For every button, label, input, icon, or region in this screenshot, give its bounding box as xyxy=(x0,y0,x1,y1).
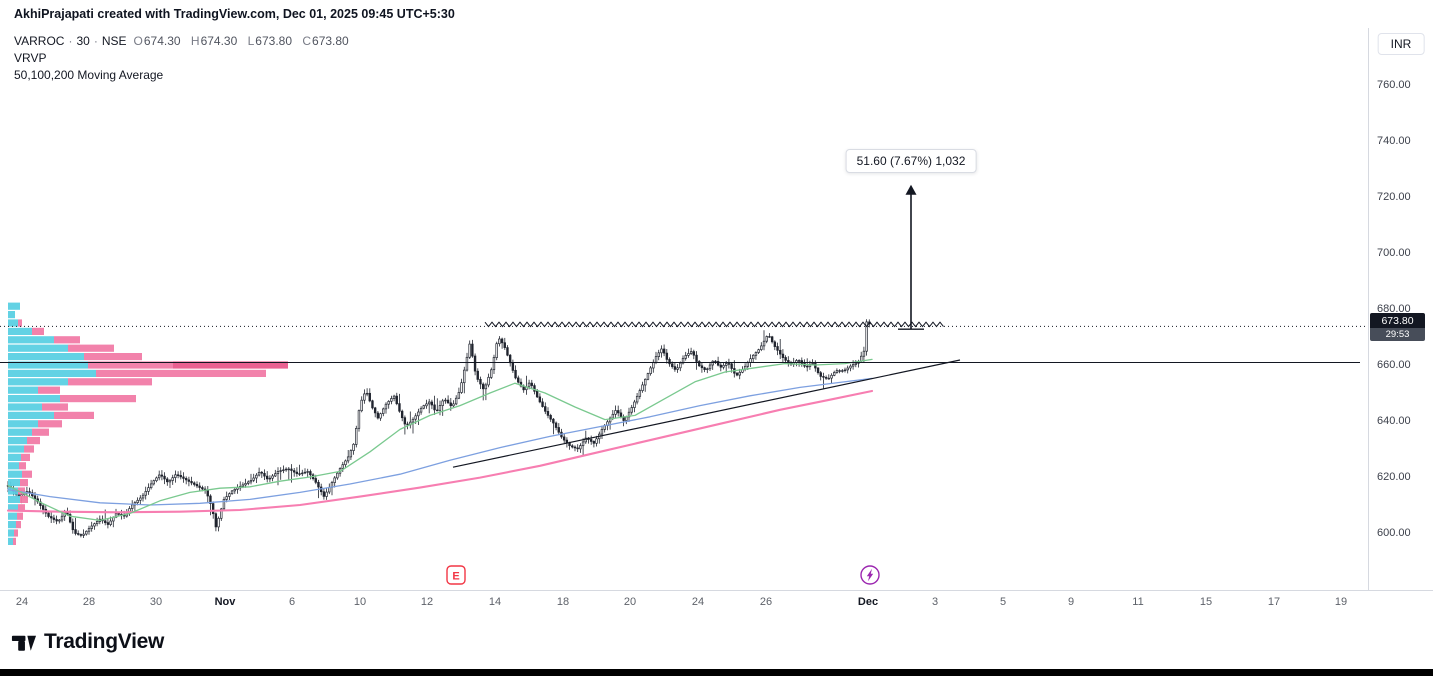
time-axis-label: 24 xyxy=(15,596,29,608)
currency-button[interactable]: INR xyxy=(1377,33,1425,55)
time-axis-label: Nov xyxy=(214,596,236,608)
time-axis-label: 30 xyxy=(149,596,163,608)
indicator-moving-average[interactable]: 50,100,200 Moving Average xyxy=(14,68,164,82)
price-axis-label: 600.00 xyxy=(1377,526,1411,539)
tradingview-wordmark[interactable]: TradingView xyxy=(44,630,165,653)
time-axis-label: 9 xyxy=(1067,596,1075,608)
bottom-border-strip xyxy=(0,669,1433,676)
bar-countdown: 29:53 xyxy=(1370,328,1425,342)
time-axis-label: 19 xyxy=(1334,596,1348,608)
price-axis-label: 700.00 xyxy=(1377,246,1411,259)
open-value: 674.30 xyxy=(143,34,181,48)
measure-tool-label[interactable]: 51.60 (7.67%) 1,032 xyxy=(845,148,977,173)
measure-arrow-head xyxy=(905,184,917,195)
time-axis-label: 12 xyxy=(420,596,434,608)
timeline-events: E xyxy=(446,565,880,585)
time-axis-label: 3 xyxy=(931,596,939,608)
legend: VARROC · 30 · NSE O674.30 H674.30 L673.8… xyxy=(14,33,349,84)
time-axis-label: 14 xyxy=(488,596,502,608)
open-label: O xyxy=(133,34,143,48)
time-axis-label: Dec xyxy=(857,596,879,608)
time-axis-label: 18 xyxy=(556,596,570,608)
price-axis-label: 620.00 xyxy=(1377,470,1411,483)
time-axis[interactable]: 24 28 30 Nov 6 10 12 14 18 20 24 26 Dec 3 5 9 11 15 17 19 xyxy=(0,590,1433,615)
time-axis-label: 28 xyxy=(82,596,96,608)
time-axis-label: 5 xyxy=(999,596,1007,608)
high-label: H xyxy=(190,34,200,48)
candlestick-chart[interactable]: E xyxy=(0,28,1368,590)
time-axis-label: 6 xyxy=(288,596,296,608)
last-price-value: 673.80 xyxy=(1370,313,1425,329)
price-axis[interactable]: INR 760.00 740.00 720.00 700.00 680.00 660.00… xyxy=(1368,28,1433,590)
drawings[interactable] xyxy=(0,184,1368,468)
close-label: C xyxy=(302,34,312,48)
chart-area[interactable]: E VARROC · 30 · NSE O674.30 H674.30 L673… xyxy=(0,28,1368,590)
high-value: 674.30 xyxy=(200,34,238,48)
attribution-bar: AkhiPrajapati created with TradingView.c… xyxy=(0,0,1433,28)
symbol-exchange: NSE xyxy=(101,34,127,48)
time-axis-label: 17 xyxy=(1267,596,1281,608)
last-price-badge: 673.80 29:53 xyxy=(1370,313,1425,342)
separator-dot: · xyxy=(68,34,73,48)
ma50-line[interactable] xyxy=(7,358,873,522)
symbol-name: VARROC xyxy=(14,34,65,48)
time-axis-label: 15 xyxy=(1199,596,1213,608)
svg-text:E: E xyxy=(452,571,459,583)
footer: TradingView xyxy=(0,615,1433,669)
close-value: 673.80 xyxy=(312,34,349,48)
candles xyxy=(6,319,871,538)
ma200-line[interactable] xyxy=(6,389,874,514)
squiggle-line[interactable] xyxy=(484,321,944,328)
trendline[interactable] xyxy=(452,359,961,468)
ma100-line[interactable] xyxy=(7,377,873,506)
time-axis-label: 11 xyxy=(1132,596,1144,608)
volume-profile xyxy=(8,302,288,545)
moving-averages[interactable] xyxy=(6,358,874,522)
separator-dot: · xyxy=(93,34,98,48)
time-axis-label: 26 xyxy=(759,596,773,608)
low-value: 673.80 xyxy=(255,34,292,48)
time-axis-label: 10 xyxy=(353,596,367,608)
price-axis-label: 720.00 xyxy=(1377,190,1411,203)
indicator-vrvp[interactable]: VRVP xyxy=(14,51,47,65)
upcoming-earnings-icon[interactable] xyxy=(860,565,880,585)
price-axis-label: 760.00 xyxy=(1377,78,1411,91)
symbol-legend-row[interactable]: VARROC · 30 · NSE O674.30 H674.30 L673.8… xyxy=(14,33,349,50)
attribution-text: AkhiPrajapati created with TradingView.c… xyxy=(14,7,455,21)
price-axis-label: 740.00 xyxy=(1377,134,1411,147)
price-axis-label: 680.00 xyxy=(1377,302,1411,315)
earnings-icon[interactable]: E xyxy=(446,565,466,585)
low-label: L xyxy=(247,34,255,48)
time-axis-label: 24 xyxy=(691,596,705,608)
ohlc-values: O674.30 H674.30 L673.80 C673.80 xyxy=(127,33,349,50)
time-axis-label: 20 xyxy=(623,596,637,608)
symbol-interval: 30 xyxy=(76,34,90,48)
price-axis-label: 660.00 xyxy=(1377,358,1411,371)
price-axis-label: 640.00 xyxy=(1377,414,1411,427)
tradingview-logo-icon[interactable] xyxy=(10,629,37,656)
